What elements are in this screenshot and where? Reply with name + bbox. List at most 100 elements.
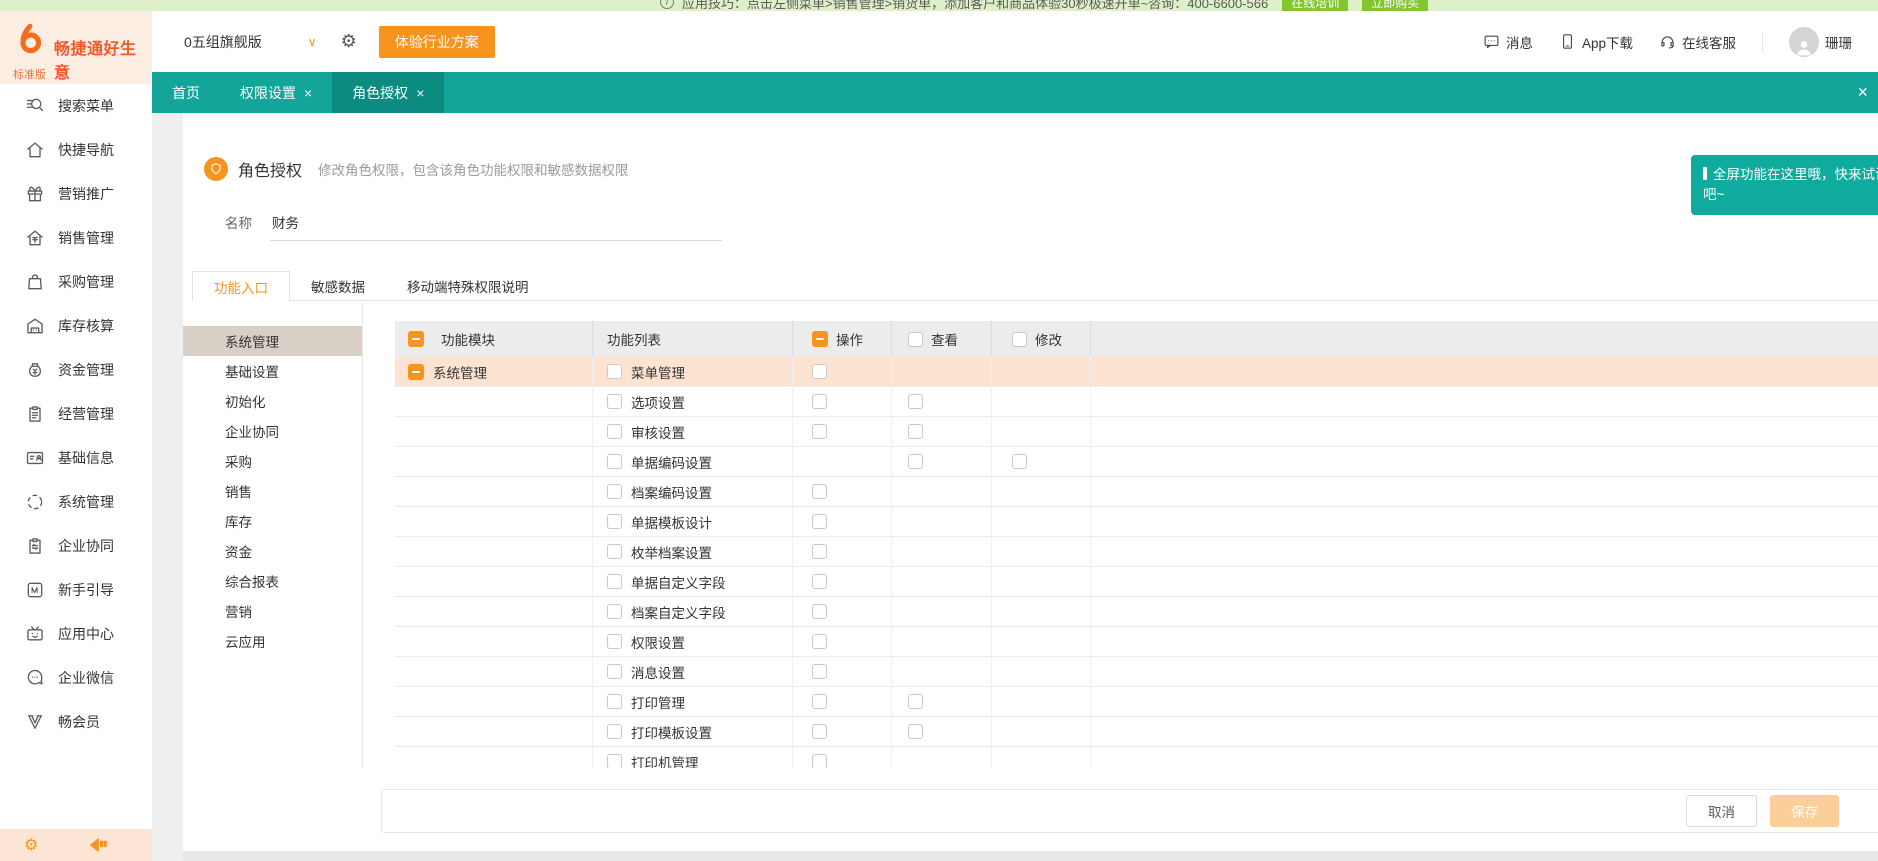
view-checkbox[interactable] <box>908 394 923 409</box>
feature-checkbox[interactable] <box>607 424 622 439</box>
buy-now-button[interactable]: 立即购买 <box>1362 0 1429 11</box>
module-item-purchase[interactable]: 采购 <box>225 455 252 470</box>
shopping-bag-icon <box>28 274 42 290</box>
sidebar-item-label: 系统管理 <box>58 494 114 510</box>
feature-checkbox[interactable] <box>607 394 622 409</box>
view-checkbox[interactable] <box>908 694 923 709</box>
column-checkbox-view[interactable] <box>908 331 923 347</box>
permission-tabs: 功能入口 敏感数据 移动端特殊权限说明 <box>192 271 1878 301</box>
sidebar-item-inventory-accounting[interactable]: 库存核算 <box>0 304 152 348</box>
sidebar-item-purchase-mgmt[interactable]: 采购管理 <box>0 260 152 304</box>
scroll-gutter[interactable] <box>152 113 183 861</box>
module-item-marketing[interactable]: 营销 <box>225 605 252 620</box>
table-row: 系统管理 菜单管理 <box>395 357 1878 387</box>
feature-checkbox[interactable] <box>607 574 622 589</box>
module-item-cloud-apps[interactable]: 云应用 <box>225 635 266 650</box>
operate-checkbox[interactable] <box>812 664 827 679</box>
view-checkbox[interactable] <box>908 454 923 469</box>
edit-cell <box>992 417 1091 446</box>
feature-checkbox[interactable] <box>607 454 622 469</box>
operate-checkbox[interactable] <box>812 604 827 619</box>
feature-checkbox[interactable] <box>607 514 622 529</box>
operate-checkbox[interactable] <box>812 394 827 409</box>
sidebar-item-enterprise-wechat[interactable]: 企业微信 <box>0 656 152 700</box>
operate-checkbox[interactable] <box>812 694 827 709</box>
tab-home[interactable]: 首页 <box>152 72 220 113</box>
module-item-sales[interactable]: 销售 <box>225 485 252 500</box>
sidebar-item-quick-nav[interactable]: 快捷导航 <box>0 128 152 172</box>
operate-checkbox[interactable] <box>812 634 827 649</box>
module-item-fund[interactable]: 资金 <box>225 545 252 560</box>
perm-tab-function-entry[interactable]: 功能入口 <box>192 271 290 301</box>
operate-checkbox[interactable] <box>812 724 827 739</box>
module-item-basic-settings[interactable]: 基础设置 <box>225 365 279 380</box>
sidebar-item-label: 快捷导航 <box>58 142 114 158</box>
role-name-input[interactable]: 财务 <box>270 210 722 241</box>
operate-checkbox[interactable] <box>812 364 827 379</box>
tab-permission-settings[interactable]: 权限设置 × <box>220 72 332 113</box>
operate-checkbox[interactable] <box>812 574 827 589</box>
operate-checkbox[interactable] <box>812 544 827 559</box>
sidebar-item-marketing-promo[interactable]: 营销推广 <box>0 172 152 216</box>
operate-checkbox[interactable] <box>812 754 827 768</box>
close-all-icon[interactable]: × <box>1857 82 1868 102</box>
sidebar-item-chang-member[interactable]: 畅会员 <box>0 700 152 744</box>
cancel-button[interactable]: 取消 <box>1686 795 1757 827</box>
module-item-inventory[interactable]: 库存 <box>225 515 252 530</box>
operate-checkbox[interactable] <box>812 514 827 529</box>
tab-close-icon[interactable]: × <box>304 84 313 101</box>
user-account[interactable]: 珊珊 <box>1789 26 1852 57</box>
sidebar-item-operation-mgmt[interactable]: 经营管理 <box>0 392 152 436</box>
feature-checkbox[interactable] <box>607 754 622 768</box>
module-item-enterprise-collab[interactable]: 企业协同 <box>225 425 279 440</box>
sidebar-item-app-center[interactable]: 应用中心 <box>0 612 152 656</box>
sidebar-item-enterprise-collab[interactable]: 企业协同 <box>0 524 152 568</box>
column-checkbox-operate[interactable] <box>812 331 828 347</box>
perm-tab-sensitive-data[interactable]: 敏感数据 <box>311 280 365 295</box>
filler-cell <box>1091 507 1878 536</box>
save-button[interactable]: 保存 <box>1770 795 1839 827</box>
header-link-app-download[interactable]: App下载 <box>1559 32 1633 52</box>
feature-checkbox[interactable] <box>607 604 622 619</box>
sidebar-item-newbie-guide[interactable]: 新手引导 <box>0 568 152 612</box>
feature-checkbox[interactable] <box>607 364 622 379</box>
horizontal-scrollbar[interactable] <box>183 851 1878 861</box>
operate-cell <box>793 357 892 386</box>
tab-close-icon[interactable]: × <box>416 84 425 101</box>
online-training-button[interactable]: 在线培训 <box>1282 0 1349 11</box>
view-checkbox[interactable] <box>908 724 923 739</box>
module-item-initialization[interactable]: 初始化 <box>225 395 266 410</box>
feature-checkbox[interactable] <box>607 634 622 649</box>
header-link-online-service[interactable]: 在线客服 <box>1659 32 1736 52</box>
module-cell <box>395 447 593 476</box>
operate-checkbox[interactable] <box>812 424 827 439</box>
column-checkbox-module[interactable] <box>408 331 424 347</box>
view-checkbox[interactable] <box>908 424 923 439</box>
feature-checkbox[interactable] <box>607 724 622 739</box>
account-select[interactable]: 0五组旗舰版 ∨ <box>184 32 317 52</box>
module-item-system-mgmt[interactable]: 系统管理 <box>183 326 362 356</box>
operate-checkbox[interactable] <box>812 484 827 499</box>
module-checkbox[interactable] <box>408 363 424 380</box>
sidebar-gear-icon[interactable]: ⚙ <box>24 837 39 854</box>
sidebar-item-search-menu[interactable]: 搜索菜单 <box>0 84 152 128</box>
industry-solution-button[interactable]: 体验行业方案 <box>378 25 495 58</box>
edit-checkbox[interactable] <box>1012 454 1027 469</box>
filler-cell <box>1091 417 1878 446</box>
sidebar-item-fund-mgmt[interactable]: 资金管理 <box>0 348 152 392</box>
module-item-reports[interactable]: 综合报表 <box>225 575 279 590</box>
perm-tab-mobile-special-permission[interactable]: 移动端特殊权限说明 <box>407 280 529 295</box>
tab-role-auth[interactable]: 角色授权 × <box>332 72 445 113</box>
sidebar-item-sales-mgmt[interactable]: 销售管理 <box>0 216 152 260</box>
settings-gear-icon[interactable]: ⚙ <box>340 31 357 51</box>
feature-checkbox[interactable] <box>607 694 622 709</box>
sidebar-item-system-mgmt[interactable]: 系统管理 <box>0 480 152 524</box>
collapse-sidebar-icon[interactable] <box>90 838 108 852</box>
table-header: 功能模块 功能列表 操作 查看 修改 <box>395 321 1878 357</box>
feature-checkbox[interactable] <box>607 544 622 559</box>
feature-checkbox[interactable] <box>607 484 622 499</box>
feature-checkbox[interactable] <box>607 664 622 679</box>
header-link-messages[interactable]: 消息 <box>1483 32 1533 52</box>
sidebar-item-base-info[interactable]: 基础信息 <box>0 436 152 480</box>
column-checkbox-edit[interactable] <box>1012 331 1027 347</box>
